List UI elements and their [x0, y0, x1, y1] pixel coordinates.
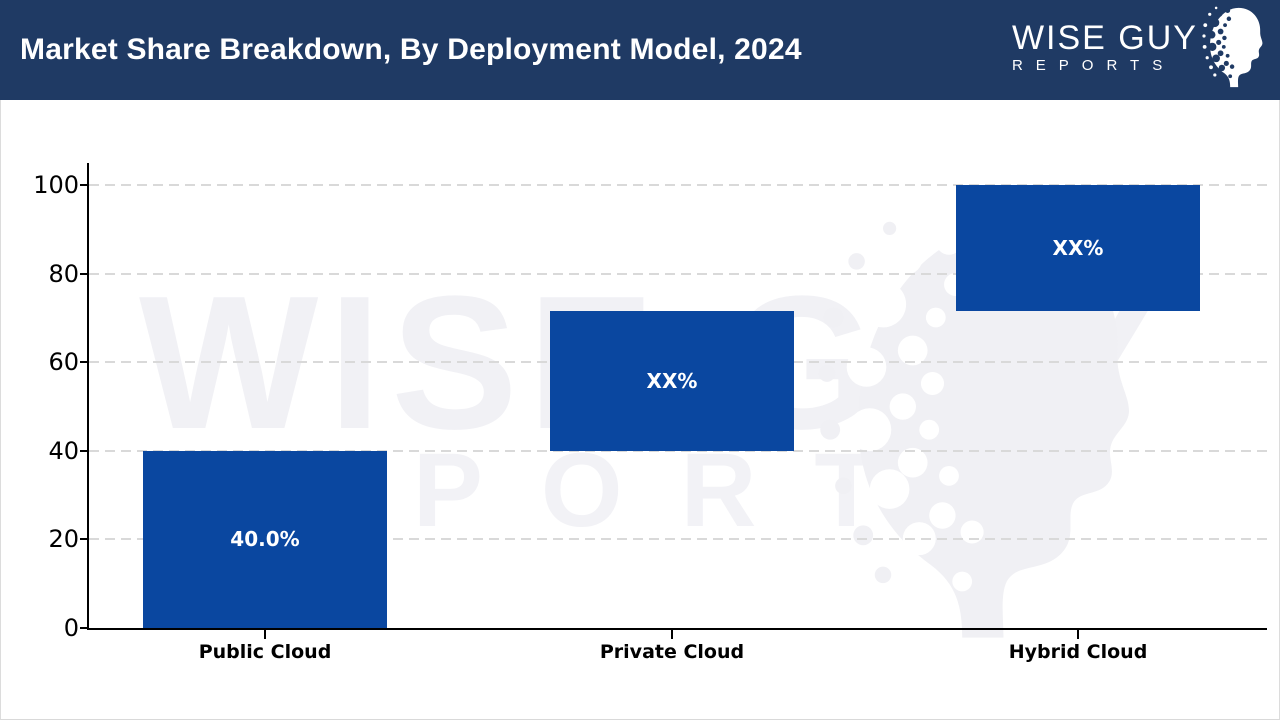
bar-hybrid-cloud: XX%: [956, 185, 1200, 312]
y-tick-label-60: 60: [48, 348, 79, 377]
y-tick-80: [80, 272, 89, 275]
gridline-100: [89, 184, 1267, 186]
x-tick-label-hybrid-cloud: Hybrid Cloud: [1008, 641, 1148, 663]
logo-text: WISE GUY REPORTS: [1011, 18, 1198, 75]
y-tick-label-80: 80: [48, 259, 79, 288]
y-tick-40: [80, 449, 89, 452]
y-tick-label-20: 20: [48, 525, 79, 554]
x-axis-line: [89, 628, 1267, 630]
x-tick-public-cloud: [264, 630, 266, 639]
gridline-80: [89, 272, 1267, 275]
x-tick-private-cloud: [671, 630, 673, 639]
y-tick-label-0: 0: [63, 614, 79, 642]
y-tick-label-40: 40: [48, 436, 79, 465]
x-tick-hybrid-cloud: [1077, 630, 1079, 639]
y-tick-0: [80, 627, 89, 629]
gridline-20: [89, 538, 1267, 541]
bar-value-label-public-cloud: 40.0%: [230, 527, 300, 552]
y-tick-60: [80, 361, 89, 364]
y-tick-20: [80, 538, 89, 541]
logo-subtitle: REPORTS: [1011, 57, 1176, 75]
bar-public-cloud: 40.0%: [143, 450, 387, 628]
header: Market Share Breakdown, By Deployment Mo…: [0, 0, 1280, 100]
y-tick-100: [80, 184, 89, 186]
chart-area: WISE GUY REPORTS 0 20 40 60 80 100 40.0% Public…: [0, 100, 1280, 720]
wiseguy-face-icon: [1202, 6, 1263, 88]
x-tick-label-private-cloud: Private Cloud: [599, 641, 745, 663]
bar-value-label-private-cloud: XX%: [646, 369, 698, 394]
bar-private-cloud: XX%: [550, 311, 794, 451]
y-tick-label-100: 100: [33, 171, 79, 199]
bar-value-label-hybrid-cloud: XX%: [1052, 236, 1104, 261]
y-axis-line: [87, 163, 89, 630]
gridline-40: [89, 449, 1267, 452]
chart-title: Market Share Breakdown, By Deployment Mo…: [20, 33, 802, 66]
logo-wordmark: WISE GUY: [1011, 18, 1198, 57]
wiseguy-logo: WISE GUY REPORTS: [1012, 6, 1266, 89]
x-tick-label-public-cloud: Public Cloud: [198, 641, 332, 663]
